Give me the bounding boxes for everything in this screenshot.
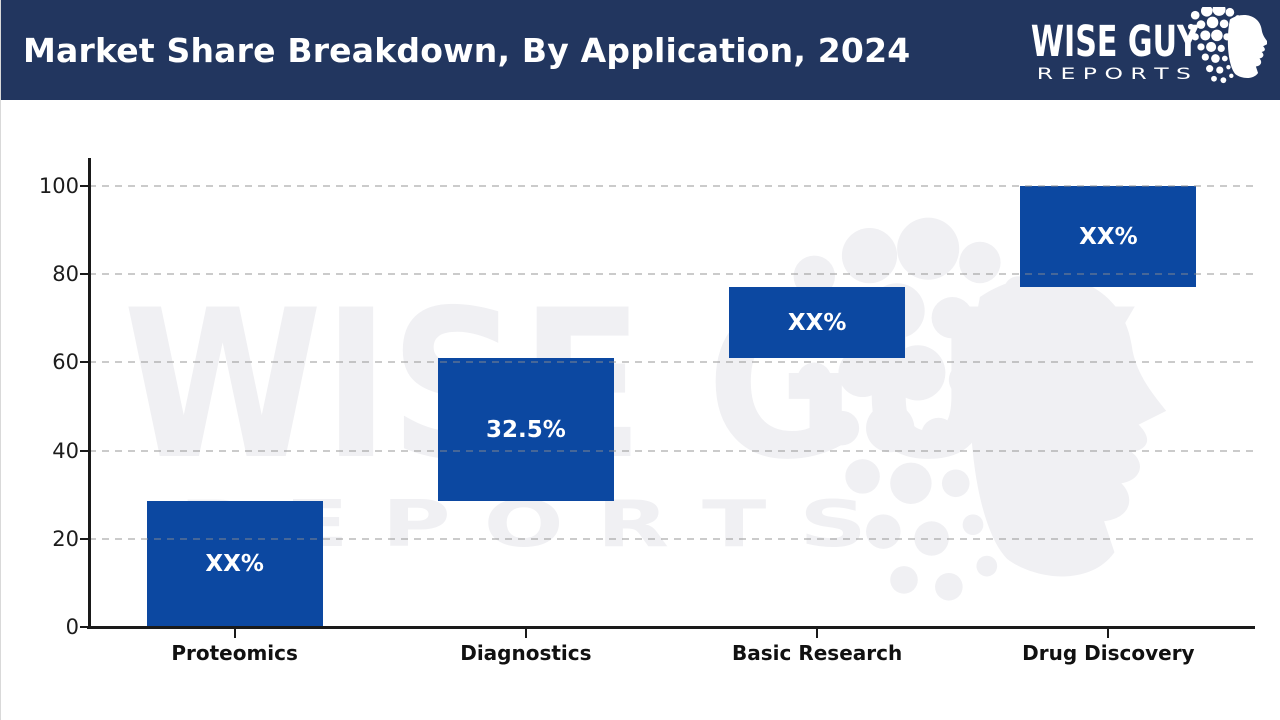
brand-logo: WISE GUY R E P O R T S [1029, 2, 1269, 93]
y-tick-label-80: 80 [52, 262, 79, 287]
gridline-20 [89, 537, 1254, 540]
x-tick-mark-1 [524, 629, 527, 638]
logo-wordmark-bottom: R E P O R T S [1037, 65, 1191, 83]
gridline-60 [89, 361, 1254, 364]
bar-value-label: 32.5% [485, 416, 566, 443]
y-tick-label-20: 20 [52, 526, 79, 551]
bar-proteomics: XX% [146, 501, 323, 627]
y-tick-mark-60 [80, 361, 89, 364]
bar-value-label: XX% [1079, 223, 1138, 250]
gridline-100 [89, 185, 1254, 187]
x-axis-spine [87, 626, 1255, 629]
chart-area: WISE GUY R E P O R T S 0 20 40 60 80 100 XX% Pr… [1, 100, 1280, 720]
x-tick-mark-2 [816, 629, 819, 638]
x-tick-mark-3 [1107, 629, 1110, 638]
y-tick-label-0: 0 [65, 615, 79, 639]
y-tick-mark-20 [80, 537, 89, 540]
x-category-label-3: Drug Discovery [1022, 641, 1195, 665]
bar-value-label: XX% [205, 551, 264, 578]
wise-guy-logo-graphic: WISE GUY R E P O R T S [1031, 2, 1269, 84]
x-category-label-2: Basic Research [732, 641, 903, 665]
y-tick-mark-0 [80, 626, 89, 628]
y-tick-label-100: 100 [38, 174, 79, 198]
bar-diagnostics: 32.5% [437, 357, 614, 502]
header-bar: Market Share Breakdown, By Application, … [1, 0, 1280, 100]
logo-wordmark-top: WISE GUY [1031, 17, 1200, 67]
y-axis-spine [88, 158, 91, 628]
bar-basic-research: XX% [729, 287, 906, 358]
x-tick-mark-0 [233, 629, 236, 638]
y-tick-mark-100 [80, 185, 89, 187]
x-category-label-1: Diagnostics [460, 641, 592, 665]
y-tick-label-60: 60 [52, 350, 79, 375]
gridline-40 [89, 449, 1254, 452]
gridline-80 [89, 273, 1254, 276]
bar-value-label: XX% [787, 309, 847, 336]
y-tick-mark-80 [80, 273, 89, 276]
page-title: Market Share Breakdown, By Application, … [23, 30, 911, 70]
dot-face-icon [1187, 2, 1269, 84]
x-category-label-0: Proteomics [171, 641, 298, 665]
watermark-wordmark-top: WISE GUY [123, 267, 1135, 505]
y-tick-mark-40 [80, 449, 89, 452]
y-tick-label-40: 40 [52, 438, 79, 463]
